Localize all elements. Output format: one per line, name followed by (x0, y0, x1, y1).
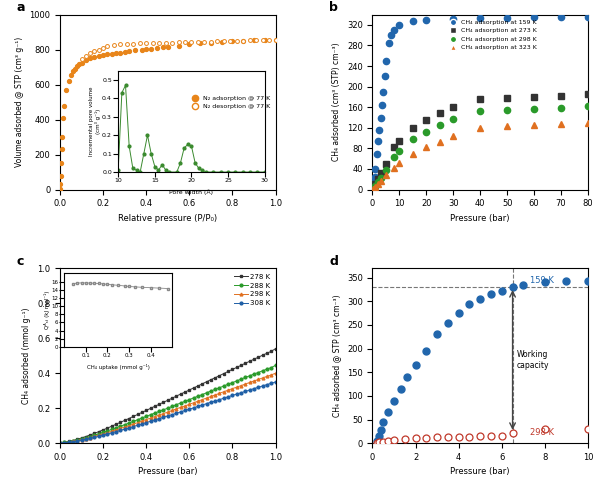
Text: a: a (17, 1, 25, 14)
308 K (56, 440, 64, 446)
Y-axis label: CH₄ adsorbed @ STP (cm³ cm⁻³): CH₄ adsorbed @ STP (cm³ cm⁻³) (332, 295, 341, 417)
308 K (199, 402, 206, 408)
Y-axis label: CH₄ adsorbed (cm³ (STP) cm⁻³): CH₄ adsorbed (cm³ (STP) cm⁻³) (332, 43, 341, 161)
278 K (212, 375, 219, 381)
278 K (104, 425, 111, 431)
Text: 159 K: 159 K (530, 277, 554, 285)
278 K (56, 440, 64, 446)
288 K (121, 422, 128, 428)
Legend: CH₄ adsorption at 159 K, CH₄ adsorption at 273 K, CH₄ adsorption at 298 K, CH₄ a: CH₄ adsorption at 159 K, CH₄ adsorption … (445, 18, 539, 53)
Legend: 278 K, 288 K, 298 K, 308 K: 278 K, 288 K, 298 K, 308 K (232, 272, 272, 308)
278 K (121, 417, 128, 423)
298 K (268, 372, 275, 378)
Line: 288 K: 288 K (59, 364, 277, 445)
Y-axis label: CH₄ adsorbed (mmol g⁻¹): CH₄ adsorbed (mmol g⁻¹) (22, 307, 31, 404)
X-axis label: Pressure (bar): Pressure (bar) (451, 468, 510, 476)
298 K (56, 440, 64, 446)
X-axis label: Pressure (bar): Pressure (bar) (451, 214, 510, 223)
Line: 298 K: 298 K (59, 372, 277, 445)
288 K (104, 428, 111, 434)
278 K (125, 415, 133, 421)
308 K (125, 425, 133, 431)
298 K (272, 370, 279, 376)
298 K (125, 423, 133, 429)
Text: 298 K: 298 K (530, 428, 554, 437)
308 K (104, 431, 111, 437)
278 K (199, 381, 206, 387)
288 K (272, 362, 279, 368)
Text: Working
capacity: Working capacity (517, 350, 550, 370)
Text: c: c (17, 255, 24, 268)
288 K (125, 420, 133, 426)
Text: d: d (329, 255, 338, 268)
288 K (199, 392, 206, 397)
298 K (104, 430, 111, 435)
288 K (268, 365, 275, 371)
X-axis label: Pressure (bar): Pressure (bar) (138, 468, 197, 476)
Text: b: b (329, 1, 338, 14)
298 K (121, 424, 128, 430)
Legend: N₂ adsorption @ 77 K, N₂ desorption @ 77 K: N₂ adsorption @ 77 K, N₂ desorption @ 77… (187, 94, 272, 111)
X-axis label: Relative pressure (P/P₀): Relative pressure (P/P₀) (118, 214, 217, 223)
Line: 278 K: 278 K (59, 347, 277, 445)
288 K (56, 440, 64, 446)
298 K (199, 397, 206, 403)
308 K (272, 379, 279, 385)
278 K (268, 348, 275, 354)
288 K (212, 386, 219, 392)
298 K (212, 392, 219, 398)
308 K (121, 426, 128, 432)
308 K (268, 380, 275, 386)
308 K (212, 398, 219, 404)
Line: 308 K: 308 K (59, 380, 277, 445)
Y-axis label: Volume adsorbed @ STP (cm³ g⁻¹): Volume adsorbed @ STP (cm³ g⁻¹) (15, 37, 24, 167)
278 K (272, 346, 279, 352)
